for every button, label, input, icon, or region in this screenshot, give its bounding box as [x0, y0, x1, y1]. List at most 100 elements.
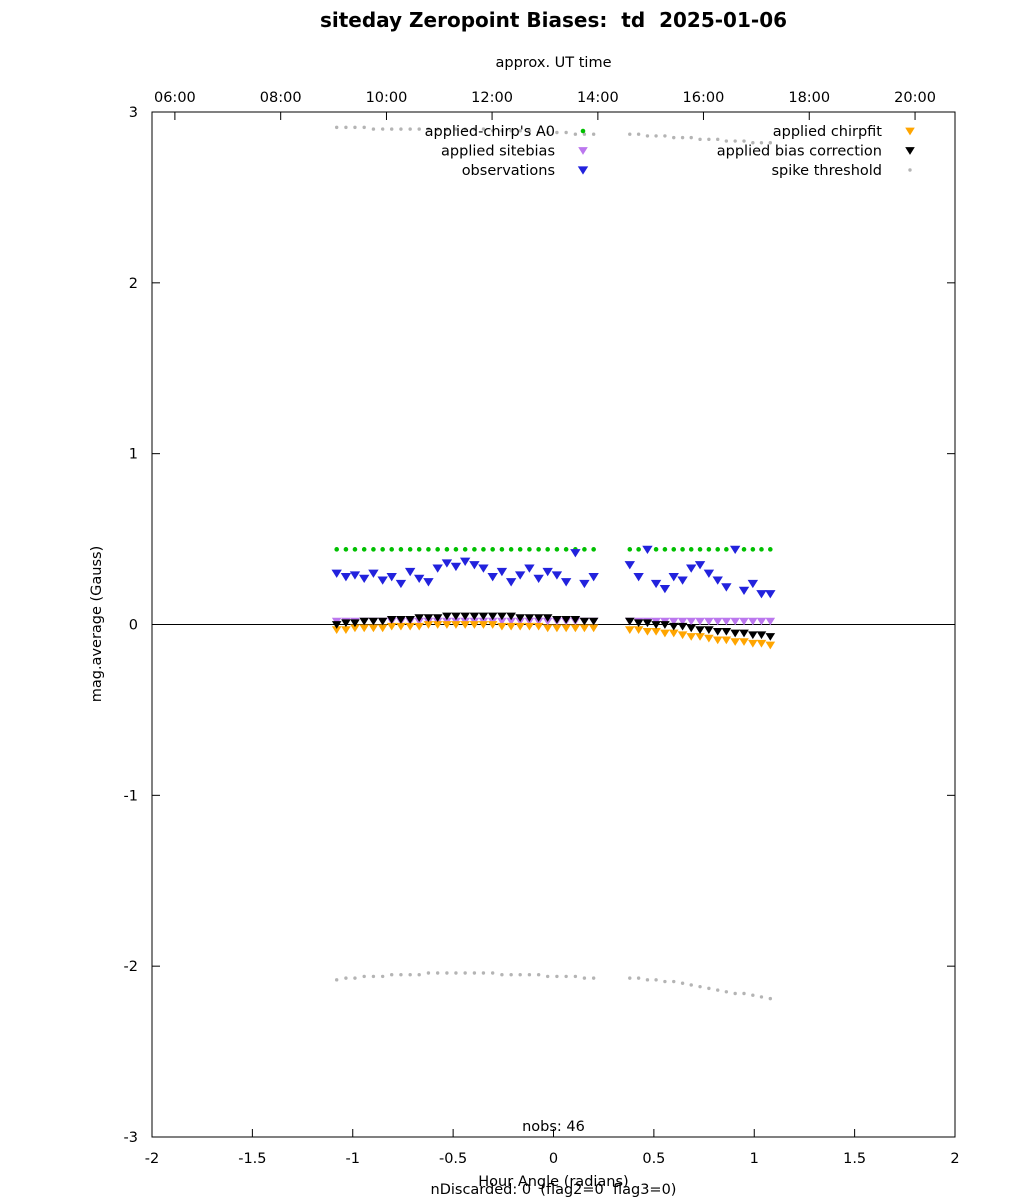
spike-threshold-lower-point	[527, 973, 532, 977]
applied-chirpfit-point	[497, 622, 507, 631]
applied-chirpfit-point	[423, 621, 434, 629]
applied-sitebias-point	[668, 617, 679, 626]
applied-sitebias-point	[497, 617, 507, 626]
applied-bias-correction-point	[497, 612, 507, 621]
series-applied-chirpfit	[331, 621, 776, 650]
applied-bias-correction-point	[686, 624, 697, 633]
applied-chirps-a0-point	[662, 547, 668, 552]
applied-bias-correction-point	[368, 617, 379, 626]
observations-point	[496, 567, 508, 577]
spike-threshold-lower-point	[636, 976, 641, 980]
spike-threshold-upper-point	[490, 129, 495, 133]
spike-threshold-lower-point	[463, 971, 467, 975]
applied-chirpfit-point	[386, 622, 397, 631]
y-tick-label: -1	[124, 788, 138, 804]
legend-label: applied chirpfit	[773, 124, 883, 140]
legend-entry: applied bias correction	[717, 144, 915, 160]
annotation-nobs: nobs: 46	[522, 1119, 585, 1135]
applied-chirpfit-point	[570, 624, 581, 633]
spike-threshold-upper-point	[573, 132, 578, 136]
applied-bias-correction-point	[396, 616, 406, 624]
applied-chirpfit-point	[432, 621, 443, 629]
observations-point	[738, 586, 750, 596]
observations-point	[404, 567, 416, 577]
spike-threshold-upper-point	[663, 134, 667, 138]
spike-threshold-upper-point	[463, 127, 467, 131]
applied-bias-correction-point	[377, 617, 388, 626]
applied-bias-correction-point	[442, 612, 452, 621]
applied-sitebias-point	[765, 617, 776, 626]
observations-point	[413, 574, 425, 584]
spike-threshold-upper-point	[481, 127, 486, 131]
spike-threshold-lower-point	[628, 976, 632, 980]
spike-threshold-upper-point	[472, 127, 477, 131]
applied-chirpfit-point	[460, 621, 470, 629]
applied-chirps-a0-point	[343, 547, 349, 552]
applied-bias-correction-point	[561, 616, 571, 624]
spike-threshold-lower-point	[751, 993, 755, 997]
observations-point	[642, 545, 653, 555]
applied-sitebias-point	[695, 617, 705, 626]
spike-threshold-lower-point	[362, 974, 366, 979]
applied-chirpfit-point	[442, 621, 452, 629]
applied-chirpfit-point	[414, 622, 424, 631]
x-tick-label: 1.5	[843, 1151, 866, 1167]
applied-chirpfit-point	[730, 638, 740, 646]
annotation-block: nobs: 46 nDiscarded: 0 (flag2=0 flag3=0)	[152, 1075, 955, 1200]
applied-chirps-a0-point	[545, 547, 550, 552]
x-tick-label: -1	[346, 1151, 360, 1167]
y-tick-label: 2	[129, 276, 138, 292]
applied-chirpfit-point	[642, 627, 653, 636]
spike-threshold-upper-point	[545, 130, 550, 135]
observations-point	[478, 564, 489, 573]
applied-bias-correction-point	[506, 612, 516, 621]
applied-bias-correction-point	[704, 626, 714, 634]
spike-threshold-upper-point	[716, 137, 720, 142]
applied-bias-correction-point	[642, 619, 653, 628]
applied-chirpfit-point	[368, 624, 379, 633]
observations-point	[677, 576, 688, 585]
spike-threshold-lower-point	[371, 974, 376, 979]
applied-chirpfit-point	[506, 622, 516, 631]
legend-marker-triangle	[905, 147, 915, 155]
series-spike-threshold-upper	[334, 125, 773, 145]
spike-threshold-lower-point	[564, 974, 568, 979]
applied-chirps-a0-point	[398, 547, 404, 552]
spike-threshold-upper-point	[527, 129, 532, 133]
applied-bias-correction-point	[469, 612, 480, 621]
observations-point	[432, 564, 443, 573]
spike-threshold-upper-point	[636, 132, 641, 136]
applied-chirpfit-point	[721, 636, 732, 645]
ut-tick-label: 10:00	[366, 90, 408, 106]
observations-point	[551, 571, 563, 580]
legend-marker-triangle	[905, 127, 915, 136]
applied-chirps-a0-point	[499, 547, 505, 552]
applied-bias-correction-point	[478, 612, 489, 621]
ut-tick-label: 20:00	[894, 90, 936, 106]
applied-chirpfit-point	[478, 621, 489, 629]
spike-threshold-lower-point	[680, 981, 685, 985]
applied-chirpfit-point	[695, 633, 705, 641]
applied-bias-correction-point	[460, 612, 470, 621]
applied-sitebias-point	[712, 617, 723, 626]
applied-chirpfit-point	[331, 626, 342, 634]
applied-chirpfit-point	[651, 627, 661, 636]
applied-chirps-a0-point	[759, 547, 764, 552]
applied-bias-correction-point	[359, 617, 369, 626]
applied-chirps-a0-point	[724, 547, 729, 552]
applied-sitebias-point	[739, 617, 749, 626]
x-tick-label: -0.5	[439, 1151, 467, 1167]
ut-tick-label: 06:00	[154, 90, 196, 106]
applied-chirps-a0-point	[508, 547, 514, 552]
spike-threshold-upper-point	[768, 141, 773, 145]
observations-point	[469, 561, 480, 570]
legend-label: applied-chirp's A0	[425, 124, 555, 140]
applied-bias-correction-point	[660, 621, 670, 629]
spike-threshold-upper-point	[680, 135, 685, 140]
applied-chirpfit-point	[748, 639, 758, 648]
applied-chirps-a0-point	[563, 547, 569, 552]
spike-threshold-upper-point	[654, 134, 658, 138]
legend-label: observations	[462, 163, 555, 179]
spike-threshold-lower-point	[334, 978, 339, 982]
applied-bias-correction-point	[730, 629, 740, 638]
